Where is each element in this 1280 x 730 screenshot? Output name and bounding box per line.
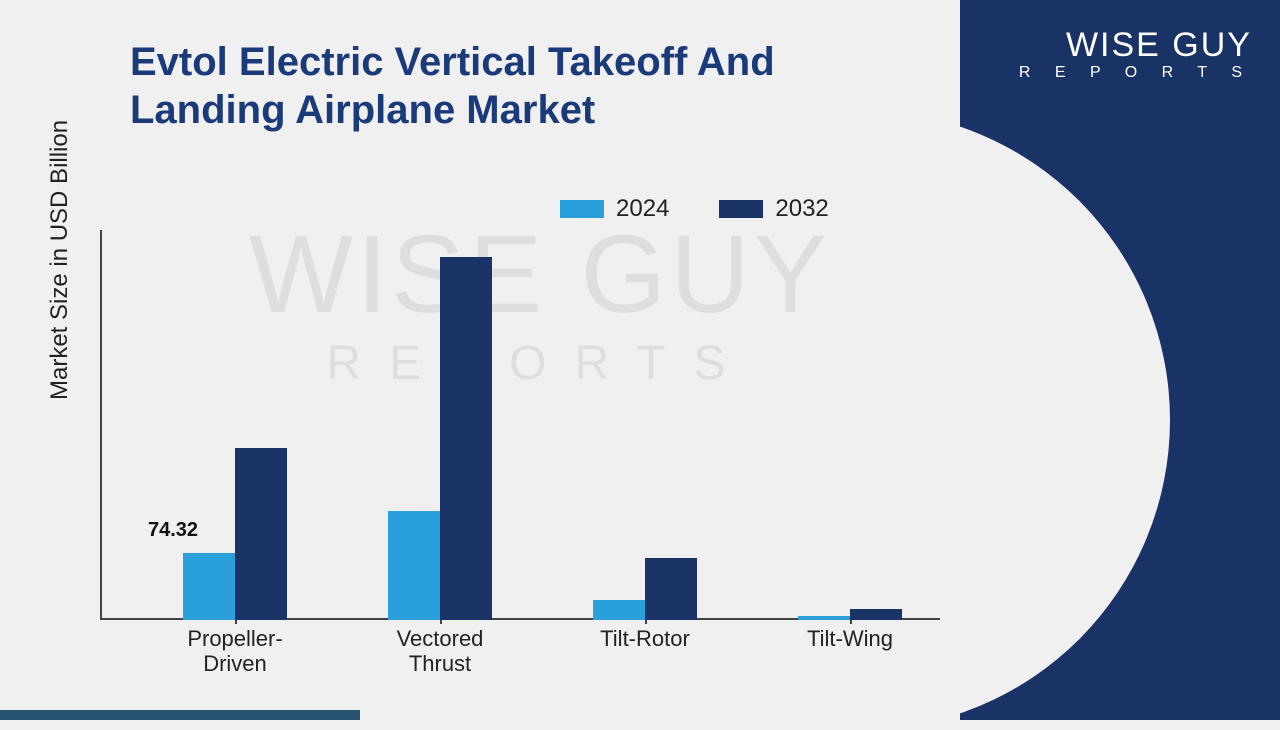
bar-2024	[798, 616, 850, 620]
legend-label-2024: 2024	[616, 195, 669, 223]
legend-item-2032: 2032	[719, 195, 828, 223]
legend-swatch-2032	[719, 200, 763, 218]
category-label: Tilt-Wing	[765, 626, 935, 651]
bar-2024	[593, 600, 645, 620]
legend-label-2032: 2032	[775, 195, 828, 223]
bar-2024	[388, 511, 440, 620]
bottom-accent-bar	[0, 710, 360, 720]
legend-item-2024: 2024	[560, 195, 669, 223]
value-label: 74.32	[148, 519, 198, 542]
bar-2032	[440, 257, 492, 620]
bar-2032	[645, 558, 697, 620]
bar-2032	[235, 448, 287, 620]
y-axis-line	[100, 230, 102, 620]
bar-group	[570, 558, 720, 620]
category-label: Propeller-Driven	[150, 626, 320, 677]
bar-2024	[183, 553, 235, 620]
chart-title: Evtol Electric Vertical Takeoff And Land…	[130, 38, 870, 134]
y-axis-label: Market Size in USD Billion	[46, 120, 74, 400]
bar-group	[775, 609, 925, 620]
brand-logo: WISE GUY R E P O R T S	[1019, 28, 1252, 82]
brand-main-text: WISE GUY	[1019, 28, 1252, 62]
legend: 2024 2032	[560, 195, 829, 223]
bar-2032	[850, 609, 902, 620]
legend-swatch-2024	[560, 200, 604, 218]
brand-sub-text: R E P O R T S	[1019, 64, 1252, 82]
bar-group	[365, 257, 515, 620]
page: WISE GUY R E P O R T S Evtol Electric Ve…	[0, 0, 1280, 720]
bar-chart: Propeller-DrivenVectoredThrustTilt-Rotor…	[100, 230, 940, 660]
category-label: Tilt-Rotor	[560, 626, 730, 651]
category-label: VectoredThrust	[355, 626, 525, 677]
